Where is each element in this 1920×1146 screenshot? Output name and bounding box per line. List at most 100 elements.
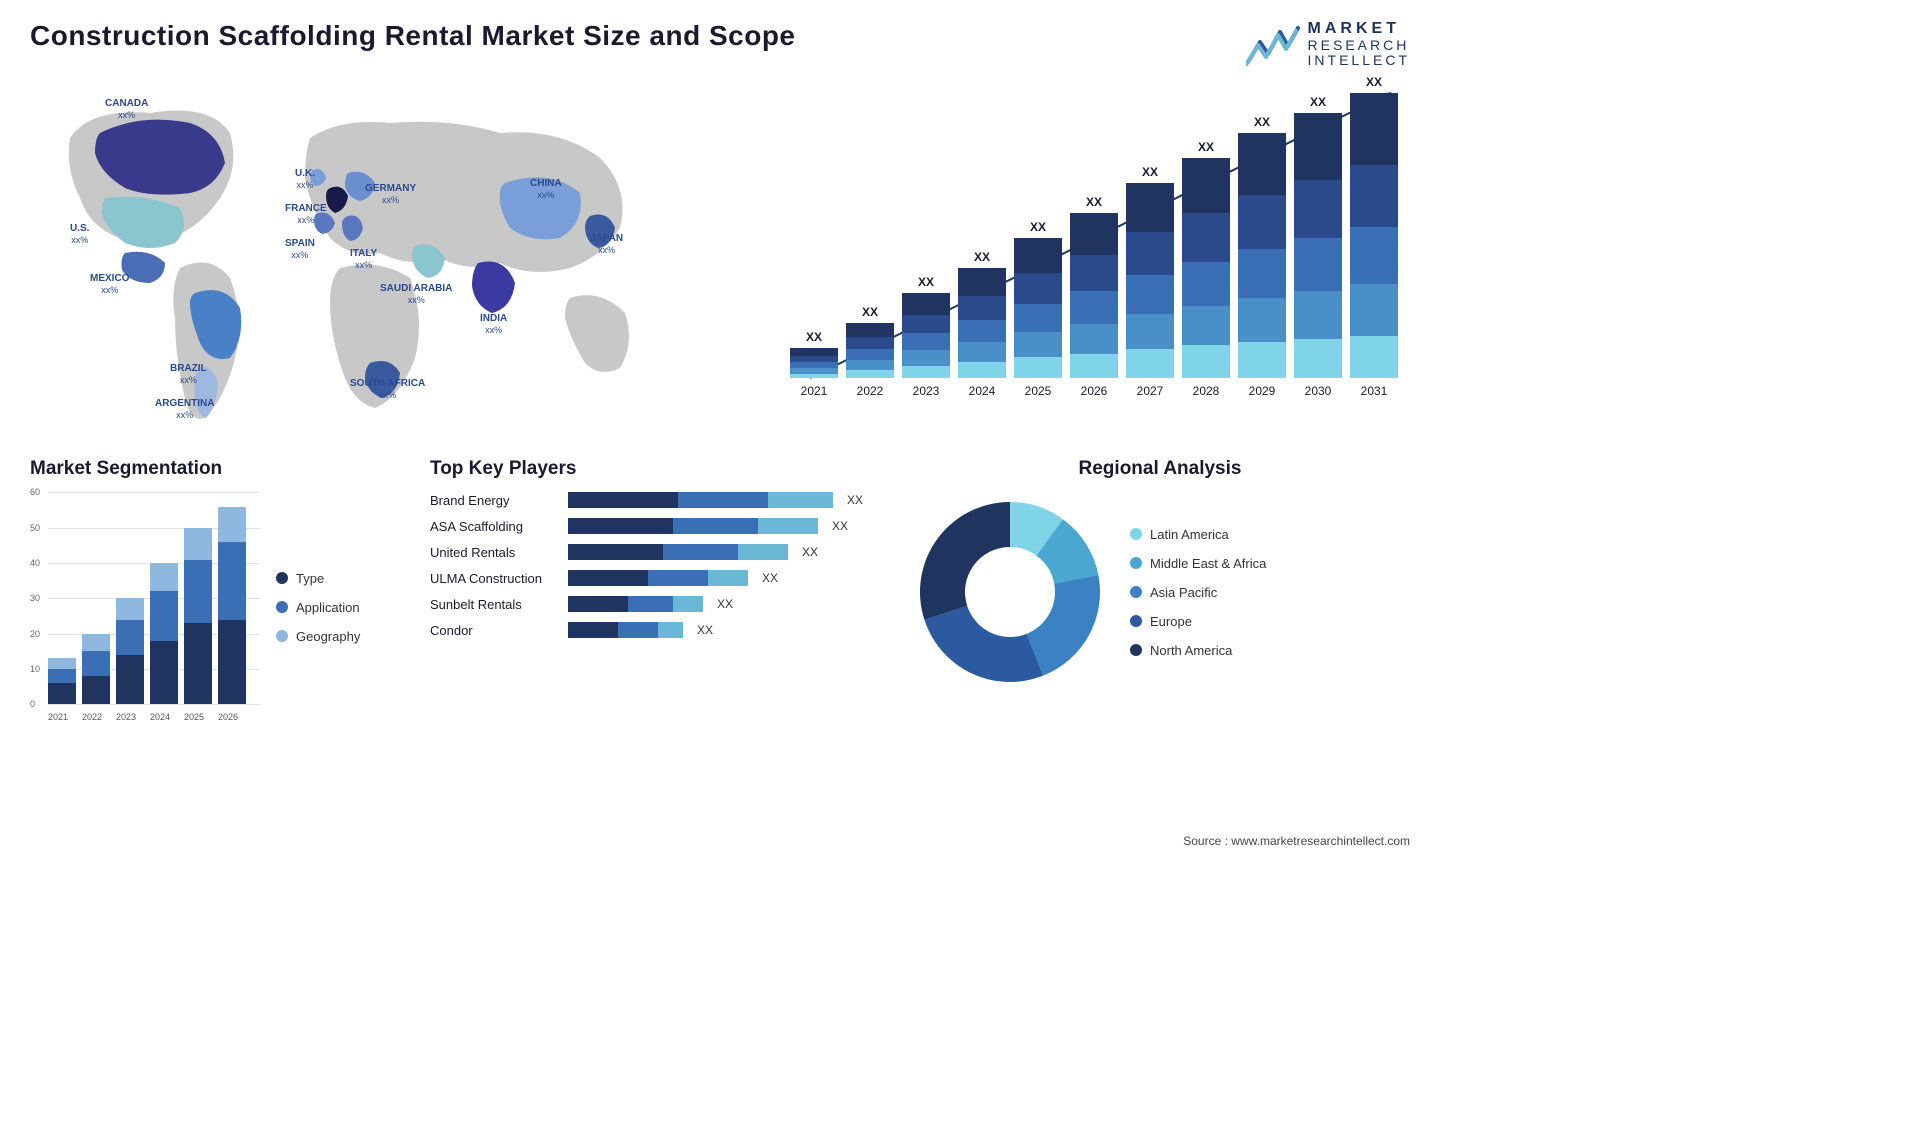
growth-bar-year: 2026 (1081, 384, 1108, 398)
legend-label: Latin America (1150, 527, 1229, 542)
seg-bar-seg (150, 563, 178, 591)
growth-bar-seg (902, 315, 950, 334)
map-label-us: U.S.xx% (70, 223, 89, 246)
growth-bar-seg (1182, 306, 1230, 346)
growth-bar-seg (1126, 349, 1174, 378)
seg-bar-2024 (150, 563, 178, 704)
growth-bar-seg (1182, 213, 1230, 261)
growth-bar-seg (1014, 332, 1062, 357)
map-label-france: FRANCExx% (285, 203, 327, 226)
growth-bar-seg (1014, 273, 1062, 304)
seg-bar-seg (218, 507, 246, 542)
growth-bar-seg (1238, 133, 1286, 194)
seg-bar-2026 (218, 507, 246, 705)
player-name: United Rentals (430, 545, 560, 560)
logo-icon (1246, 22, 1300, 66)
player-name: ASA Scaffolding (430, 519, 560, 534)
player-name: ULMA Construction (430, 571, 560, 586)
growth-bar-seg (846, 360, 894, 370)
player-name: Sunbelt Rentals (430, 597, 560, 612)
growth-bar-value: XX (918, 275, 934, 289)
growth-bar-2023: XX2023 (902, 275, 950, 398)
page-title: Construction Scaffolding Rental Market S… (30, 20, 796, 52)
growth-bar-seg (1182, 345, 1230, 378)
player-bar (568, 492, 833, 508)
players-chart: Brand EnergyXXASA ScaffoldingXXUnited Re… (430, 492, 890, 638)
growth-bar-seg (846, 370, 894, 378)
growth-bar-value: XX (1142, 165, 1158, 179)
seg-bar-seg (184, 623, 212, 704)
player-bar-seg (568, 518, 673, 534)
seg-bar-2023 (116, 598, 144, 704)
seg-bar-seg (116, 620, 144, 655)
seg-bar-2021 (48, 658, 76, 704)
seg-bar-seg (218, 620, 246, 705)
growth-bar-2029: XX2029 (1238, 115, 1286, 398)
seg-y-tick: 40 (30, 558, 40, 568)
legend-dot (276, 572, 288, 584)
growth-bar-year: 2031 (1361, 384, 1388, 398)
seg-x-tick: 2023 (116, 712, 136, 722)
growth-bar-seg (790, 348, 838, 356)
growth-bar-seg (1070, 291, 1118, 324)
growth-bar-2031: XX 2031 (1350, 75, 1398, 398)
growth-bar-seg (1070, 255, 1118, 291)
growth-bar-seg (958, 268, 1006, 296)
regional-legend-item: Latin America (1130, 527, 1266, 542)
seg-bar-seg (82, 651, 110, 676)
seg-y-tick: 60 (30, 487, 40, 497)
legend-label: Middle East & Africa (1150, 556, 1266, 571)
player-value: XX (802, 545, 818, 559)
growth-bar-seg (1182, 262, 1230, 306)
growth-bar-seg (1294, 291, 1342, 339)
growth-bar-value: XX (1086, 195, 1102, 209)
player-bar (568, 518, 818, 534)
segmentation-legend: TypeApplicationGeography (276, 492, 360, 722)
logo-text-2: RESEARCH (1308, 38, 1410, 53)
growth-bar-seg (958, 362, 1006, 379)
growth-bar-seg (902, 333, 950, 350)
growth-bar-seg (1350, 227, 1398, 284)
growth-bar-seg (846, 323, 894, 337)
growth-bar-2030: XX2030 (1294, 95, 1342, 398)
growth-bar-seg (1350, 336, 1398, 379)
player-value: XX (762, 571, 778, 585)
donut-slice (920, 502, 1010, 620)
seg-bar-seg (82, 634, 110, 652)
logo: MARKET RESEARCH INTELLECT (1246, 20, 1410, 68)
map-label-saudiarabia: SAUDI ARABIAxx% (380, 283, 452, 306)
growth-bar-seg (1238, 298, 1286, 342)
player-bar-seg (678, 492, 768, 508)
seg-y-tick: 10 (30, 664, 40, 674)
player-value: XX (832, 519, 848, 533)
growth-bar-2025: XX2025 (1014, 220, 1062, 398)
growth-bar-2028: XX2028 (1182, 140, 1230, 398)
growth-bar-value: XX (1366, 75, 1382, 89)
growth-bar-seg (1126, 275, 1174, 314)
seg-gridline (48, 704, 260, 705)
map-label-china: CHINAxx% (530, 178, 562, 201)
seg-legend-item: Type (276, 571, 360, 586)
donut-slice (924, 606, 1043, 682)
legend-label: North America (1150, 643, 1232, 658)
regional-legend-item: Middle East & Africa (1130, 556, 1266, 571)
growth-bar-seg (958, 296, 1006, 320)
growth-bar-seg (846, 337, 894, 349)
growth-bar-seg (790, 374, 838, 379)
growth-bar-seg (1070, 324, 1118, 354)
growth-bar-seg (1294, 180, 1342, 238)
regional-legend-item: Asia Pacific (1130, 585, 1266, 600)
regional-legend-item: North America (1130, 643, 1266, 658)
seg-bar-seg (184, 528, 212, 560)
source-text: Source : www.marketresearchintellect.com (1183, 834, 1410, 848)
player-bar-seg (618, 622, 658, 638)
growth-bar-value: XX (862, 305, 878, 319)
growth-bar-seg (1070, 213, 1118, 254)
player-bar-seg (663, 544, 738, 560)
seg-y-tick: 20 (30, 629, 40, 639)
growth-bar-seg (1014, 238, 1062, 273)
map-label-mexico: MEXICOxx% (90, 273, 129, 296)
donut-svg (910, 492, 1110, 692)
segmentation-title: Market Segmentation (30, 458, 410, 480)
map-label-japan: JAPANxx% (590, 233, 623, 256)
